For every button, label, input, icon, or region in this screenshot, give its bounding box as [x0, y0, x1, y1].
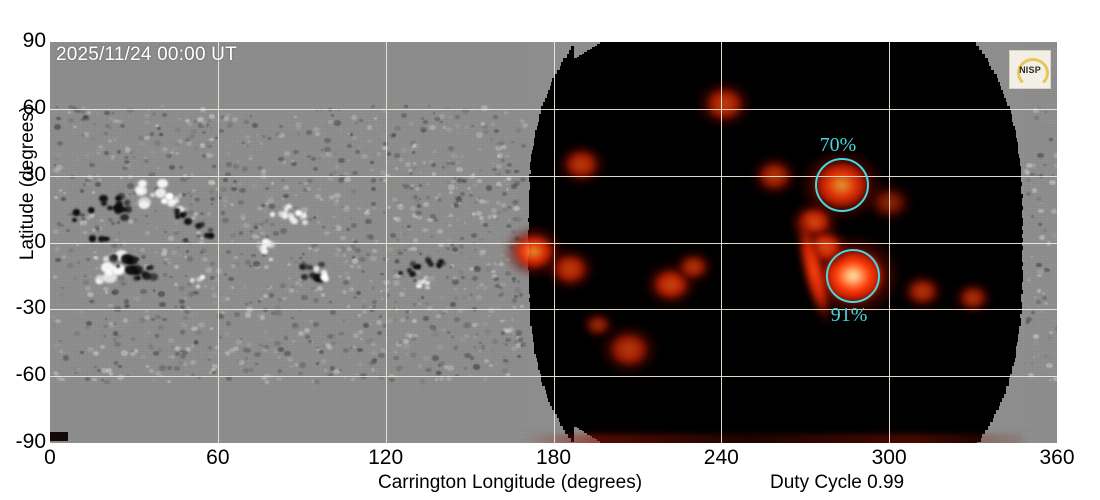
- grid-line-horizontal: [50, 176, 1057, 177]
- magnetogram-feature: [101, 201, 107, 206]
- magnetogram-feature: [95, 226, 100, 231]
- magnetogram-feature: [135, 185, 147, 195]
- magnetogram-feature: [196, 285, 199, 288]
- annotation-circle: [815, 158, 869, 212]
- halpha-polar-band: [526, 434, 1024, 443]
- y-axis-label: Latitude (degrees): [17, 63, 39, 303]
- x-tick-label: 60: [206, 446, 229, 470]
- magnetogram-feature: [208, 228, 213, 232]
- magnetogram-feature: [437, 264, 441, 268]
- magnetogram-feature: [425, 281, 430, 285]
- x-tick-label: 120: [368, 446, 403, 470]
- annotation-circle: [826, 249, 880, 303]
- annotation-percent-label: 91%: [831, 304, 868, 327]
- magnetogram-feature: [200, 278, 203, 281]
- halpha-feature: [695, 79, 754, 129]
- magnetogram-feature: [124, 200, 130, 205]
- magnetogram-feature: [269, 258, 273, 261]
- magnetogram-feature: [410, 261, 416, 266]
- grid-line-horizontal: [50, 376, 1057, 377]
- magnetogram-feature: [149, 273, 158, 280]
- magnetogram-feature: [116, 208, 121, 213]
- date-time-stamp: 2025/11/24 00:00 UT: [56, 44, 237, 66]
- magnetogram-feature: [302, 220, 308, 225]
- x-tick-label: 240: [704, 446, 739, 470]
- x-tick-label: 300: [872, 446, 907, 470]
- x-tick-label: 180: [536, 446, 571, 470]
- magnetogram-feature: [425, 257, 432, 263]
- magnetogram-feature: [286, 204, 292, 209]
- magnetogram-feature: [89, 235, 97, 242]
- magnetogram-feature: [425, 286, 429, 290]
- x-tick-label: 0: [44, 446, 56, 470]
- duty-cycle-label: Duty Cycle 0.99: [770, 472, 904, 494]
- nisp-logo-text: NISP: [1019, 65, 1041, 75]
- magnetogram-feature: [116, 264, 120, 268]
- nisp-sun-icon: NISP: [1014, 55, 1046, 85]
- magnetogram-feature: [126, 258, 133, 264]
- grid-line-horizontal: [50, 243, 1057, 244]
- x-tick-label: 360: [1039, 446, 1074, 470]
- magnetogram-feature: [395, 260, 399, 263]
- y-tick-label: 90: [0, 29, 46, 53]
- magnetogram-feature: [416, 264, 422, 269]
- grid-line-horizontal: [50, 109, 1057, 110]
- magnetogram-feature: [175, 211, 179, 215]
- magnetogram-feature: [146, 266, 150, 269]
- x-axis-label: Carrington Longitude (degrees): [300, 472, 720, 494]
- magnetogram-feature: [107, 206, 112, 210]
- y-tick-label: -90: [0, 430, 46, 454]
- magnetogram-feature: [98, 236, 105, 242]
- nisp-logo: NISP: [1009, 50, 1051, 89]
- magnetogram-feature: [72, 211, 78, 216]
- grid-line-horizontal: [50, 309, 1057, 310]
- annotation-percent-label: 70%: [820, 134, 857, 157]
- magnetogram-feature: [82, 218, 85, 220]
- magnetogram-feature: [184, 218, 192, 225]
- data-gap-notch: [50, 432, 68, 441]
- magnetogram-feature: [307, 265, 312, 270]
- magnetogram-feature: [204, 233, 210, 238]
- magnetogram-feature: [72, 218, 77, 222]
- magnetogram-feature: [438, 259, 444, 264]
- synoptic-map-plot: 2025/11/24 00:00 UT 70% 91% NISP: [50, 42, 1057, 443]
- halpha-feature: [672, 249, 714, 285]
- magnetogram-feature: [96, 279, 102, 284]
- halpha-feature: [580, 310, 616, 340]
- magnetogram-feature: [161, 198, 168, 204]
- magnetogram-feature: [190, 278, 195, 282]
- figure-root: 2025/11/24 00:00 UT 70% 91% NISP 90 60 30 0 -…: [0, 0, 1100, 500]
- magnetogram-feature: [314, 266, 318, 270]
- y-tick-label: -60: [0, 363, 46, 387]
- halpha-feature: [555, 142, 608, 187]
- magnetogram-feature: [138, 197, 151, 208]
- magnetogram-feature: [289, 216, 295, 221]
- halpha-feature: [543, 246, 597, 292]
- halpha-feature: [952, 280, 994, 315]
